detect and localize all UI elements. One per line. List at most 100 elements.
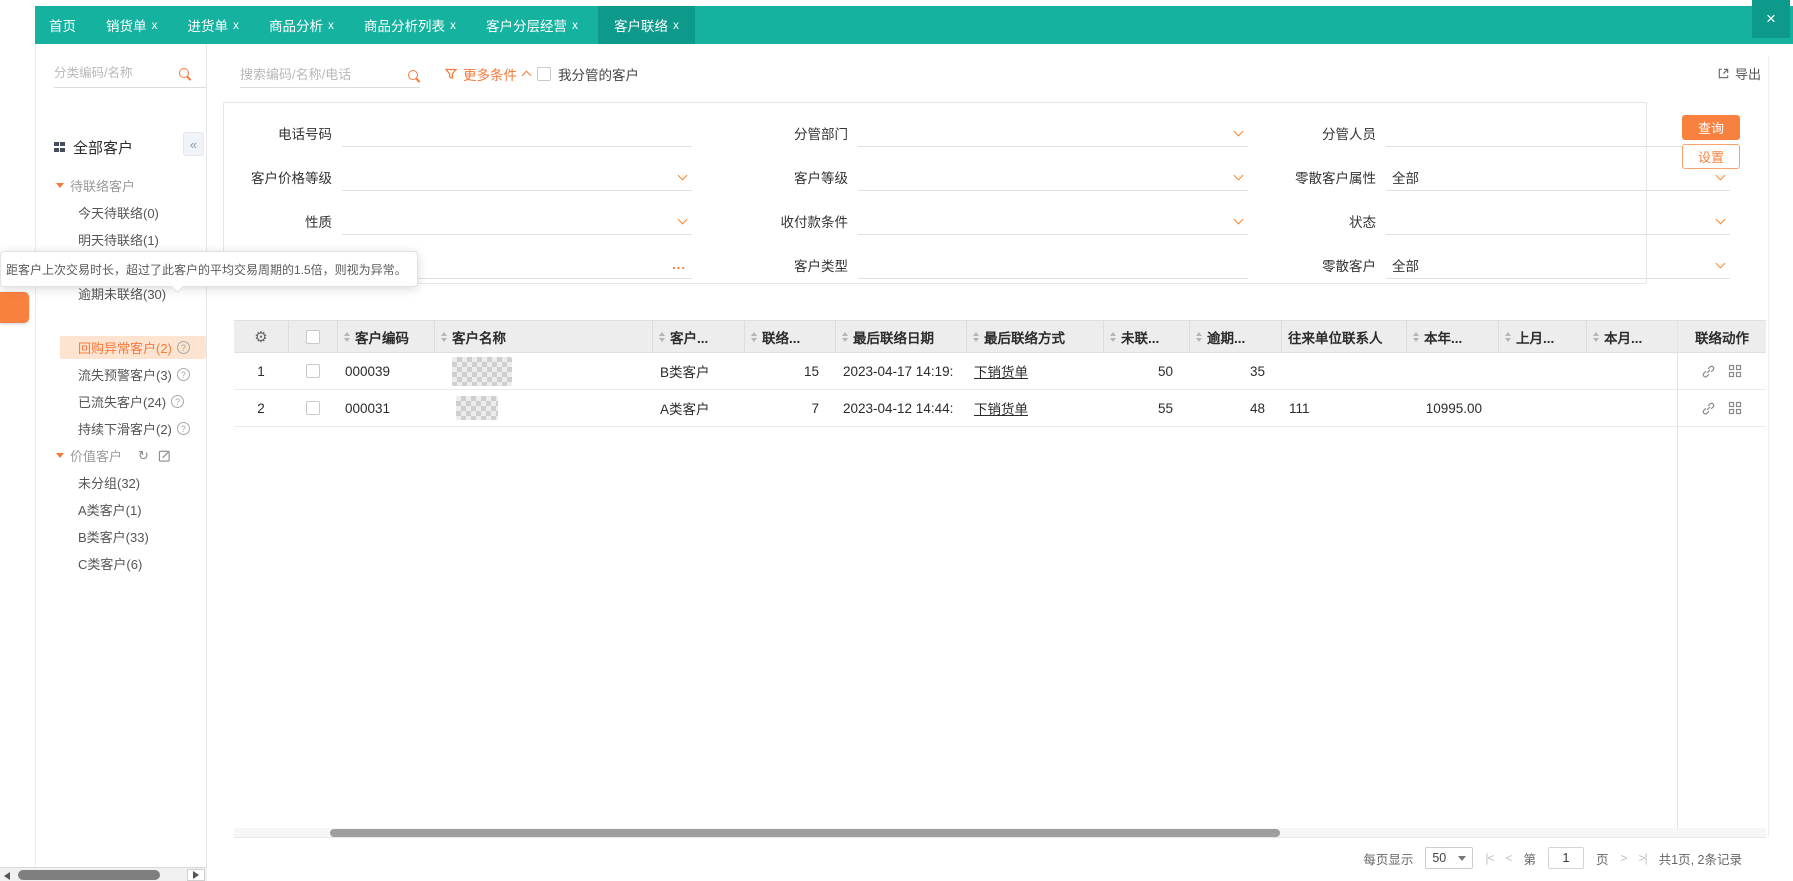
help-icon[interactable]: ? — [171, 395, 185, 408]
my-customers-checkbox[interactable] — [537, 67, 551, 81]
retail-attr-select[interactable]: 全部 — [1386, 163, 1730, 191]
chevron-down-icon[interactable] — [1233, 126, 1244, 136]
settings-button[interactable]: 设置 — [1682, 144, 1740, 169]
col-header-uncontacted[interactable]: 未联... — [1103, 321, 1189, 352]
sidebar-item-ungrouped[interactable]: 未分组(32) — [36, 469, 206, 496]
tab-close-icon[interactable]: x — [673, 18, 679, 32]
search-icon[interactable] — [408, 69, 418, 80]
tab-close-icon[interactable]: x — [450, 18, 456, 32]
tab-customer-contact-active[interactable]: 客户联络 x — [598, 6, 695, 44]
grid-action-icon[interactable] — [1728, 401, 1742, 415]
per-page-select[interactable]: 50 — [1425, 847, 1474, 869]
floating-panel-handle[interactable] — [0, 292, 29, 323]
col-header-contact-count[interactable]: 联络... — [744, 321, 835, 352]
sidebar-item-today[interactable]: 今天待联络(0) — [36, 199, 206, 226]
row-checkbox[interactable] — [305, 401, 320, 415]
refresh-icon[interactable]: ↻ — [138, 447, 149, 463]
tab-product-analysis-list[interactable]: 商品分析列表 x — [354, 6, 466, 44]
next-page-button[interactable]: > — [1620, 851, 1628, 865]
obscured-picker[interactable]: ... — [342, 251, 692, 279]
scroll-right-button[interactable] — [187, 869, 205, 881]
category-search-input[interactable] — [54, 65, 179, 80]
tab-customer-tiering[interactable]: 客户分层经营 x — [476, 6, 588, 44]
grid-action-icon[interactable] — [1728, 364, 1742, 378]
chevron-down-icon[interactable] — [677, 214, 688, 224]
sidebar-item-class-a[interactable]: A类客户(1) — [36, 496, 206, 523]
page-number-input[interactable] — [1547, 847, 1584, 869]
customer-type-input[interactable] — [858, 251, 1248, 279]
tab-product-analysis[interactable]: 商品分析 x — [259, 6, 344, 44]
column-settings-button[interactable]: ⚙ — [234, 321, 288, 352]
last-page-button[interactable]: >| — [1638, 851, 1648, 865]
more-filters-toggle[interactable]: 更多条件 — [445, 64, 532, 84]
link-action-icon[interactable] — [1701, 401, 1716, 416]
help-icon[interactable]: ? — [176, 368, 190, 381]
tab-close-icon[interactable]: x — [151, 18, 158, 32]
sidebar-item-overdue[interactable]: 逾期未联络(30) — [36, 280, 206, 307]
staff-picker[interactable]: ... — [1386, 119, 1730, 147]
col-header-contact-person[interactable]: 往来单位联系人 — [1281, 321, 1406, 352]
table-row[interactable]: 2 000031 A类客户 7 2023-04-12 14:44: 下销货单 5… — [234, 390, 1766, 427]
col-header-this-month[interactable]: 本月... — [1586, 321, 1677, 352]
col-header-last-method[interactable]: 最后联络方式 — [966, 321, 1103, 352]
col-header-grade[interactable]: 客户... — [652, 321, 744, 352]
link-action-icon[interactable] — [1701, 364, 1716, 379]
query-button[interactable]: 查询 — [1682, 115, 1740, 140]
customer-search-input[interactable] — [240, 67, 390, 82]
nature-select[interactable] — [342, 207, 692, 235]
chevron-down-icon[interactable] — [677, 170, 688, 180]
chevron-down-icon[interactable] — [1715, 170, 1726, 180]
table-row[interactable]: 1 000039 B类客户 15 2023-04-17 14:19: 下销货单 … — [234, 353, 1766, 390]
scrollbar-thumb[interactable] — [18, 870, 160, 880]
select-all-checkbox[interactable] — [306, 329, 320, 344]
first-page-button[interactable]: |< — [1485, 851, 1494, 865]
sidebar-item-repurchase-abnormal-selected[interactable]: 回购异常客户(2) ? — [36, 334, 206, 361]
sidebar-item-class-b[interactable]: B类客户(33) — [36, 523, 206, 550]
method-link[interactable]: 下销货单 — [974, 402, 1028, 417]
row-checkbox[interactable] — [305, 364, 320, 378]
chevron-down-icon[interactable] — [1233, 214, 1244, 224]
sidebar-collapse-button[interactable]: « — [183, 132, 204, 156]
col-header-this-year[interactable]: 本年... — [1406, 321, 1498, 352]
sidebar-item-churn-warning[interactable]: 流失预警客户(3) ? — [36, 361, 206, 388]
tab-close-icon[interactable]: x — [328, 18, 334, 32]
col-header-last-date[interactable]: 最后联络日期 — [835, 321, 966, 352]
help-icon[interactable]: ? — [176, 422, 190, 435]
sidebar-item-class-c[interactable]: C类客户(6) — [36, 550, 206, 577]
phone-input[interactable] — [342, 119, 692, 147]
sidebar-group-pending-contact[interactable]: 待联络客户 — [36, 172, 206, 199]
sidebar-item-declining[interactable]: 持续下滑客户(2) ? — [36, 415, 206, 442]
tab-home[interactable]: 首页 — [39, 6, 86, 44]
customer-grade-select[interactable] — [858, 163, 1248, 191]
retail-customer-select[interactable]: 全部 — [1386, 251, 1730, 279]
tab-purchase-order[interactable]: 进货单 x — [178, 6, 250, 44]
price-grade-select[interactable] — [342, 163, 692, 191]
search-icon[interactable] — [179, 67, 189, 78]
close-icon[interactable]: × — [1752, 0, 1790, 38]
col-header-overdue[interactable]: 逾期... — [1189, 321, 1281, 352]
department-select[interactable] — [858, 119, 1248, 147]
tab-close-icon[interactable]: x — [233, 18, 239, 32]
chevron-down-icon[interactable] — [1715, 214, 1726, 224]
export-button[interactable]: 导出 — [1717, 64, 1761, 83]
sidebar-group-value-customers[interactable]: 价值客户 ↻ — [36, 442, 206, 469]
scroll-left-arrow-icon[interactable] — [4, 872, 10, 880]
sidebar-item-churned[interactable]: 已流失客户(24) ? — [36, 388, 206, 415]
tab-sales-order[interactable]: 销货单 x — [96, 6, 168, 44]
help-icon[interactable]: ? — [176, 341, 190, 354]
prev-page-button[interactable]: < — [1505, 851, 1512, 865]
edit-icon[interactable] — [158, 449, 171, 462]
scrollbar-thumb[interactable] — [330, 829, 1280, 837]
tab-close-icon[interactable]: x — [572, 18, 578, 32]
chevron-down-icon[interactable] — [1715, 258, 1726, 268]
col-header-name[interactable]: 客户名称 — [434, 321, 652, 352]
status-select[interactable] — [1386, 207, 1730, 235]
method-link[interactable]: 下销货单 — [974, 365, 1028, 380]
table-horizontal-scrollbar[interactable] — [234, 828, 1766, 838]
gear-icon[interactable]: ⚙ — [254, 328, 268, 346]
chevron-down-icon[interactable] — [1233, 170, 1244, 180]
sidebar-item-tomorrow[interactable]: 明天待联络(1) — [36, 226, 206, 253]
ellipsis-picker-icon[interactable]: ... — [672, 257, 686, 272]
col-header-code[interactable]: 客户编码 — [337, 321, 434, 352]
col-header-last-month[interactable]: 上月... — [1498, 321, 1586, 352]
